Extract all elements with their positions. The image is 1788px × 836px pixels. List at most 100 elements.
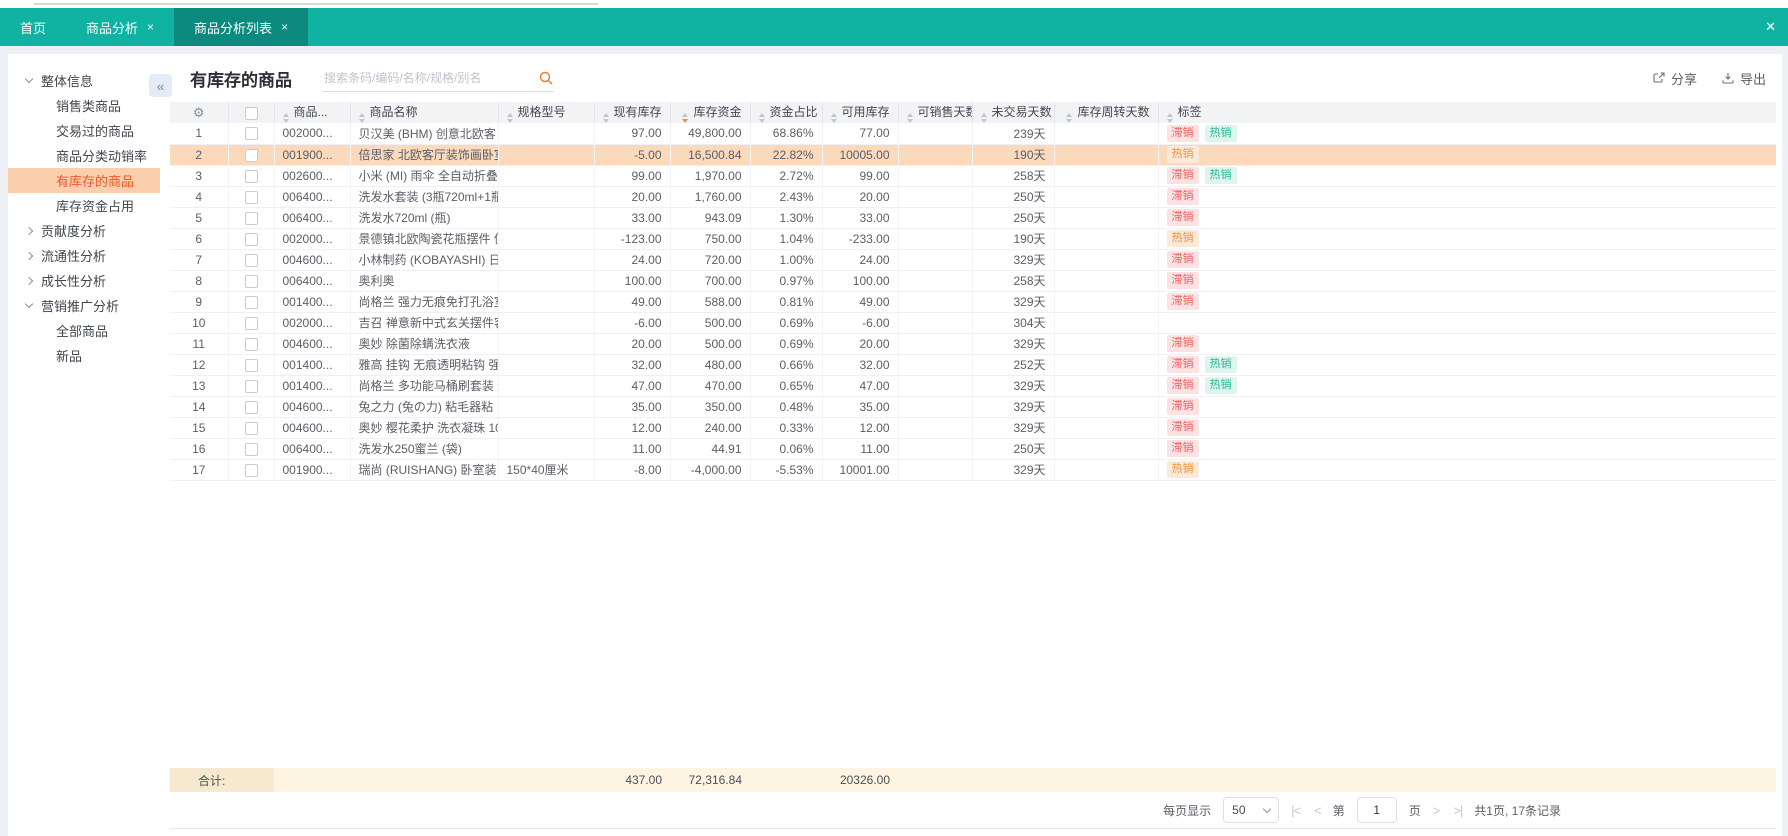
cell-no-trade-days: 329天 — [972, 417, 1055, 439]
sidebar-item-9[interactable]: 营销推广分析 — [8, 293, 160, 318]
row-checkbox[interactable] — [228, 459, 275, 481]
column-header-spec[interactable]: 规格型号 — [498, 102, 595, 123]
sort-icon[interactable] — [758, 112, 765, 123]
sort-icon[interactable] — [358, 112, 365, 123]
row-checkbox[interactable] — [228, 207, 275, 229]
cell-row-number: 13 — [170, 375, 229, 397]
cell-tags: 滞销 热销 — [1158, 375, 1776, 397]
row-checkbox[interactable] — [228, 270, 275, 292]
column-header-code[interactable]: 商品... — [274, 102, 351, 123]
prev-page-icon[interactable]: < — [1314, 802, 1322, 818]
search-icon[interactable] — [538, 70, 554, 86]
row-checkbox[interactable] — [228, 249, 275, 271]
sort-icon[interactable] — [980, 112, 987, 123]
table-row[interactable]: 12 001400... 雅高 挂钩 无痕透明粘钩 强 32.00 480.00 0.66… — [170, 354, 1776, 376]
cell-ratio: 0.69% — [750, 312, 823, 334]
row-checkbox[interactable] — [228, 438, 275, 460]
sort-icon[interactable] — [1066, 112, 1073, 123]
topbar: 首页 商品分析 × 商品分析列表 × ✕ — [0, 8, 1788, 46]
column-header-sale-days[interactable]: 可销售天数 — [898, 102, 973, 123]
sort-icon[interactable] — [1166, 112, 1173, 123]
column-header-turnover-days[interactable]: 库存周转天数 — [1054, 102, 1159, 123]
tab-product-analysis[interactable]: 商品分析 × — [66, 8, 174, 46]
search-input[interactable] — [322, 69, 532, 86]
cell-row-number: 6 — [170, 228, 229, 250]
table-row[interactable]: 1 002000... 贝汉美 (BHM) 创意北欧客 97.00 49,800.00 6… — [170, 123, 1776, 145]
tab-product-analysis-list[interactable]: 商品分析列表 × — [174, 8, 309, 46]
tab-close-icon[interactable]: × — [281, 20, 289, 34]
column-header-name[interactable]: 商品名称 — [350, 102, 499, 123]
next-page-icon[interactable]: > — [1432, 802, 1441, 818]
export-button[interactable]: 导出 — [1721, 69, 1766, 88]
row-checkbox[interactable] — [228, 333, 275, 355]
tab-home[interactable]: 首页 — [0, 8, 66, 46]
row-checkbox[interactable] — [228, 375, 275, 397]
column-header-stock[interactable]: 现有库存 — [594, 102, 671, 123]
table-row[interactable]: 2 001900... 倍思家 北欧客厅装饰画卧室 -5.00 16,500.84 22.… — [170, 144, 1776, 166]
table-row[interactable]: 15 004600... 奥妙 樱花柔护 洗衣凝珠 10 12.00 240.00 0.3… — [170, 417, 1776, 439]
row-checkbox[interactable] — [228, 291, 275, 313]
sort-icon[interactable] — [906, 112, 913, 123]
table-row[interactable]: 6 002000... 景德镇北欧陶瓷花瓶摆件 仿 -123.00 750.00 1.04… — [170, 228, 1776, 250]
select-all-checkbox[interactable] — [228, 102, 275, 123]
sort-icon[interactable] — [602, 112, 609, 123]
column-header-ratio[interactable]: 资金占比 — [750, 102, 823, 123]
sort-icon[interactable] — [682, 112, 689, 123]
sidebar-item-10[interactable]: 全部商品 — [8, 318, 160, 343]
sidebar-item-6[interactable]: 贡献度分析 — [8, 218, 160, 243]
page-number-input[interactable] — [1356, 797, 1397, 823]
window-close-icon[interactable]: ✕ — [1765, 19, 1776, 34]
row-checkbox[interactable] — [228, 165, 275, 187]
sort-icon[interactable] — [282, 112, 289, 123]
sidebar-item-11[interactable]: 新品 — [8, 343, 160, 368]
sidebar-item-8[interactable]: 成长性分析 — [8, 268, 160, 293]
table-row[interactable]: 5 006400... 洗发水720ml (瓶) 33.00 943.09 1.30% 33… — [170, 207, 1776, 229]
share-button[interactable]: 分享 — [1652, 69, 1697, 88]
table-row[interactable]: 17 001900... 瑞尚 (RUISHANG) 卧室装 150*40厘米 -8.0… — [170, 459, 1776, 481]
row-checkbox[interactable] — [228, 186, 275, 208]
row-checkbox[interactable] — [228, 312, 275, 334]
table-row[interactable]: 8 006400... 奥利奥 100.00 700.00 0.97% 100.00 258天… — [170, 270, 1776, 292]
sidebar-collapse-button[interactable]: « — [149, 74, 172, 97]
row-checkbox[interactable] — [228, 228, 275, 250]
row-checkbox[interactable] — [228, 144, 275, 166]
sort-icon[interactable] — [830, 112, 837, 123]
last-page-icon[interactable]: >| — [1453, 802, 1463, 818]
column-header-tags[interactable]: 标签 — [1158, 102, 1776, 123]
cell-stock: 32.00 — [594, 354, 671, 376]
table-row[interactable]: 16 006400... 洗发水250蜜兰 (袋) 11.00 44.91 0.06% 11… — [170, 438, 1776, 460]
row-checkbox[interactable] — [228, 123, 275, 145]
sidebar-item-7[interactable]: 流通性分析 — [8, 243, 160, 268]
cell-tags: 滞销 — [1158, 333, 1776, 355]
table-row[interactable]: 4 006400... 洗发水套装 (3瓶720ml+1瓶 20.00 1,760.00… — [170, 186, 1776, 208]
first-page-icon[interactable]: |< — [1291, 802, 1301, 818]
table-row[interactable]: 7 004600... 小林制药 (KOBAYASHI) 日 24.00 720.00 1… — [170, 249, 1776, 271]
row-checkbox[interactable] — [228, 354, 275, 376]
sidebar-item-5[interactable]: 库存资金占用 — [8, 193, 160, 218]
table-row[interactable]: 3 002600... 小米 (MI) 雨伞 全自动折叠 99.00 1,970.00 2… — [170, 165, 1776, 187]
column-header-fund[interactable]: 库存资金 — [670, 102, 751, 123]
table-row[interactable]: 9 001400... 尚格兰 强力无痕免打孔浴室 49.00 588.00 0.81% 4… — [170, 291, 1776, 313]
cell-fund: 720.00 — [670, 249, 751, 271]
table-row[interactable]: 14 004600... 兔之力 (兔の力) 粘毛器粘 35.00 350.00 0.48… — [170, 396, 1776, 418]
column-settings-gear-icon[interactable]: ⚙ — [170, 102, 229, 123]
sidebar-item-4[interactable]: 有库存的商品 — [8, 168, 160, 193]
sidebar-item-1[interactable]: 销售类商品 — [8, 93, 160, 118]
table-row[interactable]: 11 004600... 奥妙 除菌除螨洗衣液 20.00 500.00 0.69% 20.… — [170, 333, 1776, 355]
column-header-no-trade-days[interactable]: 未交易天数 — [972, 102, 1055, 123]
sidebar-item-2[interactable]: 交易过的商品 — [8, 118, 160, 143]
page-size-select[interactable]: 50 — [1223, 797, 1280, 823]
cell-spec — [498, 375, 595, 397]
table-row[interactable]: 13 001400... 尚格兰 多功能马桶刷套装 无 47.00 470.00 0.65… — [170, 375, 1776, 397]
table-row[interactable]: 10 002000... 吉召 禅意新中式玄关摆件客 -6.00 500.00 0.69%… — [170, 312, 1776, 334]
tag-red: 滞销 — [1166, 251, 1199, 268]
tab-close-icon[interactable]: × — [147, 20, 155, 34]
sidebar-item-3[interactable]: 商品分类动销率 — [8, 143, 160, 168]
page-size-value: 50 — [1232, 803, 1246, 817]
column-header-avail[interactable]: 可用库存 — [822, 102, 899, 123]
row-checkbox[interactable] — [228, 396, 275, 418]
row-checkbox[interactable] — [228, 417, 275, 439]
sort-icon[interactable] — [506, 112, 513, 123]
sidebar-item-0[interactable]: 整体信息 — [8, 68, 160, 93]
cell-spec — [498, 417, 595, 439]
